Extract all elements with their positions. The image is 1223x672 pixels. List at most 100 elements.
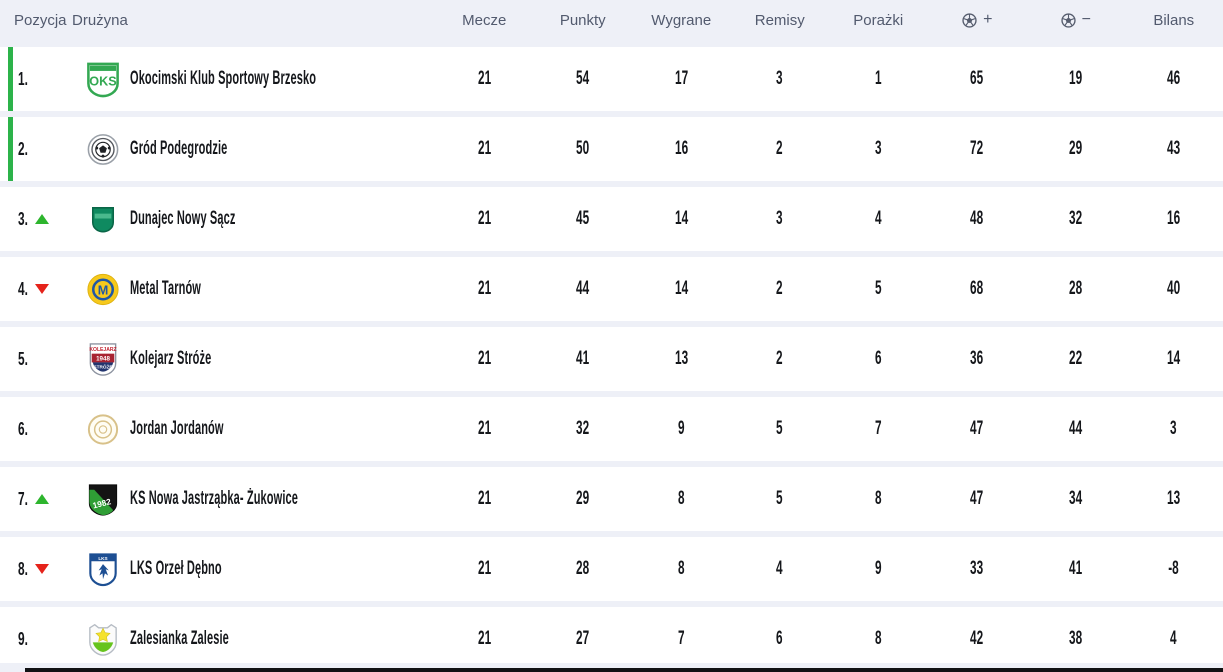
header-losses: Porażki xyxy=(853,11,904,29)
team-logo-jordan-jordanow xyxy=(85,411,121,448)
team-name: KS Nowa Jastrząbka- Żukowice xyxy=(130,488,298,509)
team-cell[interactable]: Gród Podegrodzie xyxy=(70,131,435,168)
points-cell: 41 xyxy=(576,348,590,369)
svg-text:1982: 1982 xyxy=(92,497,112,510)
goals-against-cell: 29 xyxy=(1068,138,1082,159)
team-logo-orzel-debno: LKS xyxy=(85,551,121,588)
losses-cell: 8 xyxy=(874,628,882,649)
table-row[interactable]: 8. LKS LKS Orzeł Dębno 21 28 8 4 9 33 41… xyxy=(0,537,1223,601)
goals-against-cell: 32 xyxy=(1068,208,1082,229)
position-cell: 5. xyxy=(0,349,70,370)
matches-cell: 21 xyxy=(477,418,491,439)
points-cell: 45 xyxy=(576,208,590,229)
table-row[interactable]: 3. Dunajec Nowy Sącz 21 45 14 3 4 48 32 … xyxy=(0,187,1223,251)
team-cell[interactable]: Zalesianka Zalesie xyxy=(70,621,435,658)
header-goals-for: + xyxy=(928,11,1027,29)
table-row[interactable]: 5. KOLEJARZ 1948 STRÓŻE Kolejarz Stróże … xyxy=(0,327,1223,391)
goals-for-cell: 72 xyxy=(970,138,984,159)
team-cell[interactable]: Jordan Jordanów xyxy=(70,411,435,448)
svg-text:M: M xyxy=(98,283,109,297)
position-cell: 6. xyxy=(0,419,70,440)
trend-up-icon xyxy=(35,494,50,504)
team-name: Dunajec Nowy Sącz xyxy=(130,208,236,229)
goals-against-cell: 34 xyxy=(1068,488,1082,509)
table-row[interactable]: 4. M Metal Tarnów 21 44 14 2 5 68 28 40 xyxy=(0,257,1223,321)
table-row[interactable]: 7. 1982 KS Nowa Jastrząbka- Żukowice 21 … xyxy=(0,467,1223,531)
soccer-ball-icon xyxy=(961,12,978,29)
wins-cell: 16 xyxy=(674,138,688,159)
team-name: Jordan Jordanów xyxy=(130,418,224,439)
matches-cell: 21 xyxy=(477,208,491,229)
team-cell[interactable]: Dunajec Nowy Sącz xyxy=(70,201,435,238)
position-number: 9. xyxy=(18,628,28,649)
header-position: Pozycja xyxy=(14,11,67,29)
goals-for-cell: 42 xyxy=(970,628,984,649)
trend-up-icon xyxy=(35,214,50,224)
team-cell[interactable]: 1982 KS Nowa Jastrząbka- Żukowice xyxy=(70,481,435,518)
goals-for-cell: 65 xyxy=(970,68,984,89)
position-cell: 7. xyxy=(0,489,70,510)
draws-cell: 2 xyxy=(776,278,784,299)
points-cell: 54 xyxy=(576,68,590,89)
goals-against-cell: 28 xyxy=(1068,278,1082,299)
svg-text:KOLEJARZ: KOLEJARZ xyxy=(89,347,116,353)
matches-cell: 21 xyxy=(477,68,491,89)
wins-cell: 17 xyxy=(674,68,688,89)
matches-cell: 21 xyxy=(477,488,491,509)
goals-for-cell: 36 xyxy=(970,348,984,369)
goals-against-sign: − xyxy=(1081,11,1091,28)
header-balance: Bilans xyxy=(1153,11,1195,29)
draws-cell: 2 xyxy=(776,348,784,369)
draws-cell: 3 xyxy=(776,208,784,229)
wins-cell: 9 xyxy=(677,418,685,439)
losses-cell: 4 xyxy=(874,208,882,229)
header-wins: Wygrane xyxy=(651,11,712,29)
wins-cell: 8 xyxy=(677,558,685,579)
team-logo-dunajec-nowy-sacz xyxy=(85,201,121,238)
position-number: 7. xyxy=(18,488,28,509)
wins-cell: 14 xyxy=(674,278,688,299)
soccer-ball-icon xyxy=(1060,12,1077,29)
bottom-dark-strip xyxy=(25,668,1223,672)
team-logo-nowa-jastrzabka-zukowice: 1982 xyxy=(85,481,121,518)
goals-for-sign: + xyxy=(983,11,993,28)
table-row[interactable]: 6. Jordan Jordanów 21 32 9 5 7 47 44 3 xyxy=(0,397,1223,461)
team-logo-metal-tarnow: M xyxy=(85,271,121,308)
position-number: 6. xyxy=(18,418,28,439)
team-cell[interactable]: OKS Okocimski Klub Sportowy Brzesko xyxy=(70,61,435,98)
goals-against-cell: 44 xyxy=(1068,418,1082,439)
team-cell[interactable]: M Metal Tarnów xyxy=(70,271,435,308)
table-row[interactable]: 1. OKS Okocimski Klub Sportowy Brzesko 2… xyxy=(0,47,1223,111)
position-cell: 8. xyxy=(0,559,70,580)
losses-cell: 5 xyxy=(874,278,882,299)
team-logo-zalesianka-zalesie xyxy=(85,621,121,658)
wins-cell: 13 xyxy=(674,348,688,369)
team-cell[interactable]: KOLEJARZ 1948 STRÓŻE Kolejarz Stróże xyxy=(70,341,435,378)
team-cell[interactable]: LKS LKS Orzeł Dębno xyxy=(70,551,435,588)
table-row[interactable]: 2. Gród Podegrodzie 21 50 16 2 3 72 29 xyxy=(0,117,1223,181)
table-header: Pozycja Drużyna Mecze Punkty Wygrane Rem… xyxy=(0,0,1223,40)
draws-cell: 6 xyxy=(776,628,784,649)
points-cell: 44 xyxy=(576,278,590,299)
losses-cell: 3 xyxy=(874,138,882,159)
balance-cell: 43 xyxy=(1167,138,1181,159)
goals-for-cell: 47 xyxy=(970,488,984,509)
points-cell: 28 xyxy=(576,558,590,579)
header-draws: Remisy xyxy=(754,11,805,29)
trend-down-icon xyxy=(35,564,50,574)
team-name: LKS Orzeł Dębno xyxy=(130,558,222,579)
goals-against-cell: 41 xyxy=(1068,558,1082,579)
goals-for-cell: 68 xyxy=(970,278,984,299)
draws-cell: 2 xyxy=(776,138,784,159)
team-name: Zalesianka Zalesie xyxy=(130,628,229,649)
losses-cell: 9 xyxy=(874,558,882,579)
points-cell: 32 xyxy=(576,418,590,439)
balance-cell: 4 xyxy=(1170,628,1178,649)
position-number: 4. xyxy=(18,278,28,299)
draws-cell: 3 xyxy=(776,68,784,89)
balance-cell: 3 xyxy=(1170,418,1178,439)
position-cell: 3. xyxy=(0,209,70,230)
table-row[interactable]: 9. Zalesianka Zalesie 21 27 7 6 8 42 38 … xyxy=(0,607,1223,671)
position-number: 3. xyxy=(18,208,28,229)
goals-against-cell: 38 xyxy=(1068,628,1082,649)
